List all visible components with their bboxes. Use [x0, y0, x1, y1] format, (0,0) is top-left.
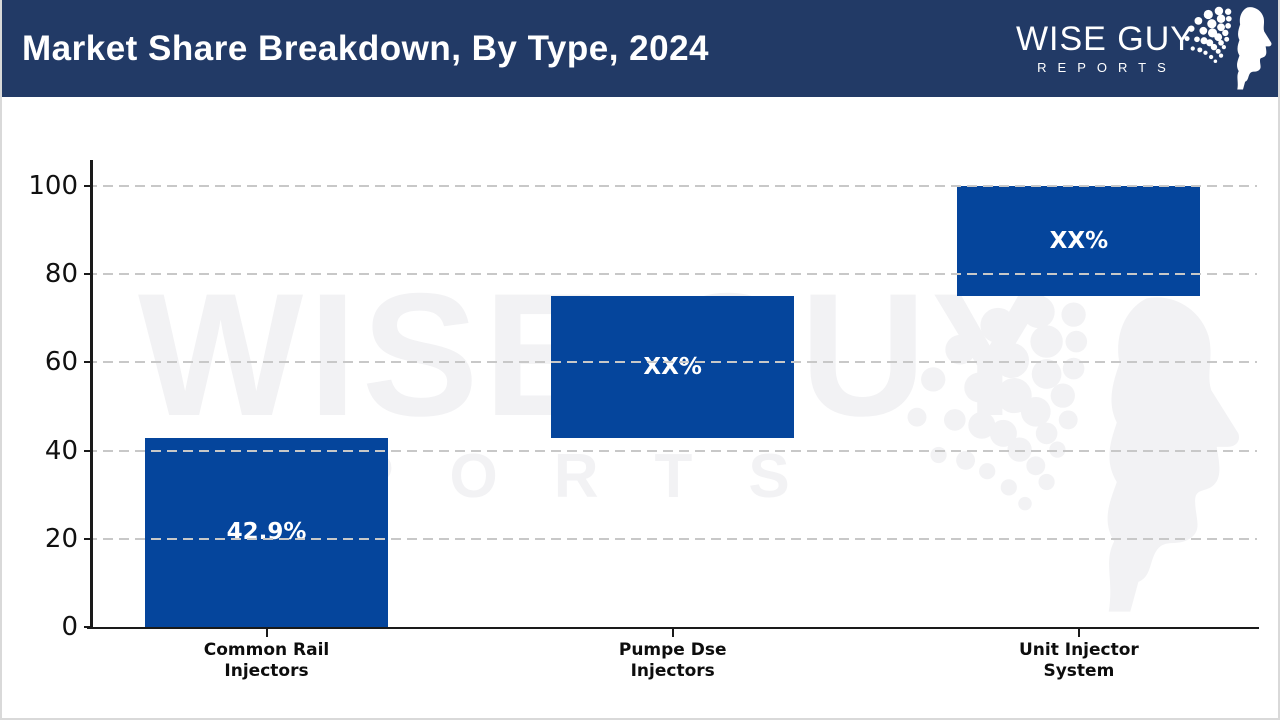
logo-face-profile — [1237, 7, 1272, 90]
x-axis — [87, 626, 1259, 629]
logo-dots — [1184, 6, 1232, 64]
x-tick — [265, 629, 268, 637]
watermark-face-profile — [1107, 297, 1240, 612]
logo-subtext: REPORTS — [1037, 59, 1177, 75]
y-tick — [84, 273, 91, 276]
y-tick — [84, 537, 91, 540]
gridline — [87, 449, 1257, 452]
gridline — [87, 185, 1257, 187]
wiseguy-logo: WISE GUY REPORTS — [1015, 6, 1278, 91]
gridline — [87, 273, 1257, 276]
logo-face-icon — [1184, 6, 1272, 90]
x-category-label: Pumpe Dse Injectors — [533, 640, 813, 682]
bar-pumpe-dse-injectors: XX% — [551, 296, 795, 438]
x-category-label: Unit Injector System — [939, 640, 1219, 682]
y-tick-label: 20 — [44, 523, 78, 554]
bar-value-label: XX% — [1049, 228, 1109, 255]
gridline — [87, 361, 1257, 364]
y-tick-label: 100 — [28, 171, 78, 201]
y-axis — [90, 160, 93, 629]
x-tick — [1077, 629, 1080, 637]
y-tick — [84, 626, 91, 628]
bar-unit-injector-system: XX% — [957, 186, 1201, 297]
y-tick — [84, 449, 91, 452]
x-category-label: Common Rail Injectors — [127, 640, 407, 682]
watermark-dots — [907, 295, 1088, 511]
x-tick — [671, 629, 674, 637]
header: Market Share Breakdown, By Type, 2024 WI… — [2, 0, 1278, 97]
logo-wordmark: WISE GUY — [1015, 20, 1194, 59]
bar-common-rail-injectors: 42.9% — [145, 437, 388, 627]
x-category-label-line1: Unit Injector — [1018, 640, 1139, 660]
y-tick-label: 80 — [44, 259, 78, 290]
y-tick-label: 0 — [61, 612, 78, 642]
watermark-face-icon — [907, 295, 1240, 612]
x-category-label-line1: Pumpe Dse — [618, 640, 727, 660]
page-title: Market Share Breakdown, By Type, 2024 — [22, 28, 710, 68]
gridline — [87, 537, 1257, 540]
x-category-label-line2: Injectors — [224, 661, 309, 681]
y-tick — [84, 185, 91, 187]
bar-value-label: 42.9% — [226, 519, 307, 546]
y-tick-label: 40 — [44, 435, 78, 466]
x-category-label-line2: System — [1043, 661, 1115, 681]
bar-value-label: XX% — [643, 354, 702, 381]
logo-text: WISE GUY REPORTS — [1015, 20, 1194, 75]
y-tick-label: 60 — [44, 347, 78, 378]
x-category-label-line2: Injectors — [630, 661, 715, 681]
x-category-label-line1: Common Rail — [203, 640, 330, 660]
y-tick — [84, 361, 91, 364]
